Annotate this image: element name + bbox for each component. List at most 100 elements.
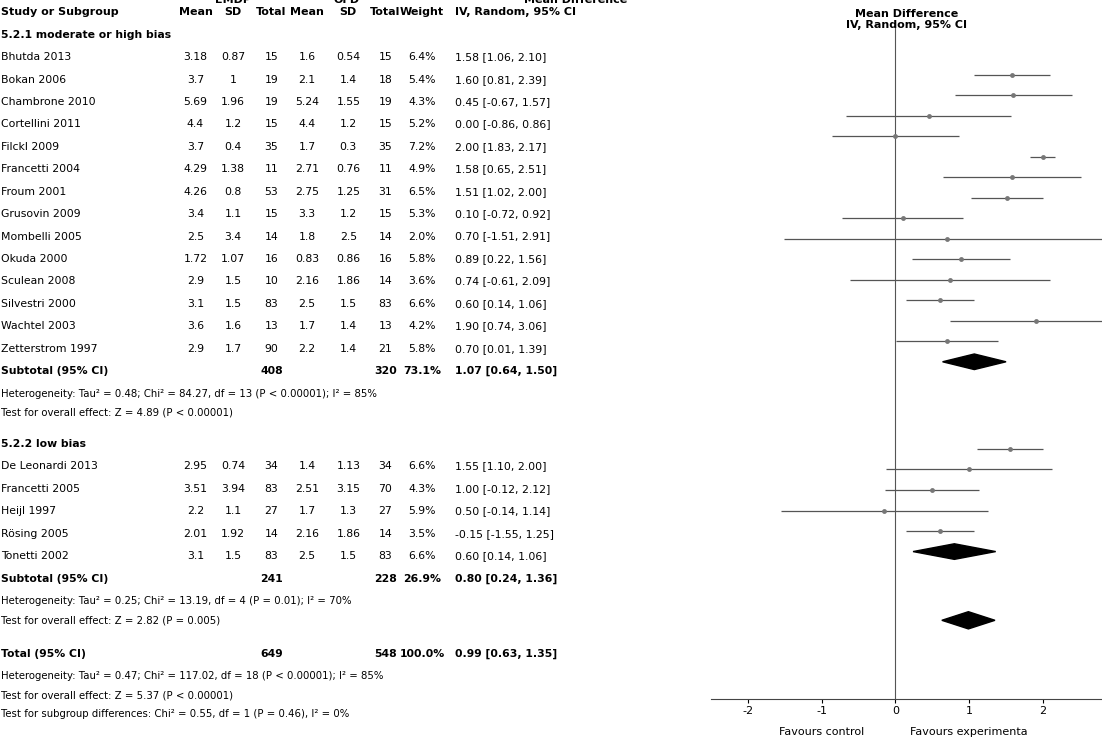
Text: 90: 90: [264, 343, 279, 354]
Text: 2.01: 2.01: [183, 528, 207, 539]
Text: 2.16: 2.16: [295, 277, 320, 286]
Text: SD: SD: [225, 7, 241, 17]
Text: 0.76: 0.76: [336, 164, 360, 175]
Text: Francetti 2005: Francetti 2005: [1, 484, 80, 494]
Text: 3.4: 3.4: [187, 209, 204, 219]
Text: 2.0%: 2.0%: [409, 232, 436, 241]
Text: 18: 18: [378, 75, 392, 84]
Text: 0.80 [0.24, 1.36]: 0.80 [0.24, 1.36]: [455, 574, 558, 584]
Text: 2.00 [1.83, 2.17]: 2.00 [1.83, 2.17]: [455, 142, 547, 152]
Text: 53: 53: [264, 186, 279, 197]
Text: 6.6%: 6.6%: [409, 551, 436, 561]
Text: 5.2.2 low bias: 5.2.2 low bias: [1, 439, 86, 449]
Text: 5.3%: 5.3%: [409, 209, 436, 219]
Text: 4.9%: 4.9%: [409, 164, 436, 175]
Text: SD: SD: [339, 7, 357, 17]
Text: 3.1: 3.1: [187, 299, 204, 309]
Text: 6.6%: 6.6%: [409, 299, 436, 309]
Text: 0.00 [-0.86, 0.86]: 0.00 [-0.86, 0.86]: [455, 119, 551, 130]
Text: 1.58 [0.65, 2.51]: 1.58 [0.65, 2.51]: [455, 164, 547, 175]
Text: 2.9: 2.9: [187, 277, 204, 286]
Text: 5.2.1 moderate or high bias: 5.2.1 moderate or high bias: [1, 30, 172, 40]
Text: Heterogeneity: Tau² = 0.48; Chi² = 84.27, df = 13 (P < 0.00001); I² = 85%: Heterogeneity: Tau² = 0.48; Chi² = 84.27…: [1, 388, 377, 399]
Text: 15: 15: [378, 119, 392, 130]
Text: 83: 83: [264, 551, 279, 561]
Text: 0.4: 0.4: [225, 142, 241, 152]
Text: 19: 19: [264, 75, 279, 84]
Text: 16: 16: [264, 254, 279, 264]
Text: 2.95: 2.95: [183, 462, 207, 471]
Text: OFD: OFD: [334, 0, 360, 4]
Text: 1.2: 1.2: [339, 119, 357, 130]
Text: 1.4: 1.4: [339, 343, 357, 354]
Text: 83: 83: [378, 299, 392, 309]
Text: 1.60 [0.81, 2.39]: 1.60 [0.81, 2.39]: [455, 75, 547, 84]
Text: 0.83: 0.83: [295, 254, 320, 264]
Text: Okuda 2000: Okuda 2000: [1, 254, 68, 264]
Text: Favours control: Favours control: [779, 727, 864, 737]
Text: Mean Difference: Mean Difference: [855, 8, 958, 18]
Text: 2.5: 2.5: [339, 232, 357, 241]
Text: 1.25: 1.25: [336, 186, 360, 197]
Text: 0.8: 0.8: [225, 186, 241, 197]
Text: Test for subgroup differences: Chi² = 0.55, df = 1 (P = 0.46), I² = 0%: Test for subgroup differences: Chi² = 0.…: [1, 709, 349, 719]
Text: 1.5: 1.5: [339, 551, 357, 561]
Text: 3.7: 3.7: [187, 142, 204, 152]
Text: Total (95% CI): Total (95% CI): [1, 649, 86, 659]
Text: 0.10 [-0.72, 0.92]: 0.10 [-0.72, 0.92]: [455, 209, 550, 219]
Text: 0.87: 0.87: [222, 53, 246, 62]
Text: 1.4: 1.4: [299, 462, 315, 471]
Text: 27: 27: [264, 506, 279, 517]
Polygon shape: [942, 354, 1006, 369]
Text: Mean Difference: Mean Difference: [525, 0, 627, 4]
Text: 35: 35: [264, 142, 279, 152]
Text: 4.29: 4.29: [183, 164, 207, 175]
Text: 11: 11: [378, 164, 392, 175]
Text: 15: 15: [264, 53, 279, 62]
Text: IV, Random, 95% CI: IV, Random, 95% CI: [455, 7, 576, 17]
Text: 1.13: 1.13: [336, 462, 360, 471]
Text: 21: 21: [378, 343, 392, 354]
Text: 83: 83: [264, 484, 279, 494]
Text: 1.6: 1.6: [299, 53, 315, 62]
Text: Wachtel 2003: Wachtel 2003: [1, 321, 76, 332]
Text: 14: 14: [378, 277, 392, 286]
Text: 1.5: 1.5: [225, 277, 241, 286]
Text: 3.51: 3.51: [183, 484, 207, 494]
Text: 320: 320: [374, 366, 397, 376]
Text: 14: 14: [378, 528, 392, 539]
Text: 0.54: 0.54: [336, 53, 360, 62]
Text: 548: 548: [374, 649, 397, 659]
Text: 6.6%: 6.6%: [409, 462, 436, 471]
Text: 2.2: 2.2: [187, 506, 204, 517]
Text: 5.24: 5.24: [295, 97, 320, 107]
Text: 1.00 [-0.12, 2.12]: 1.00 [-0.12, 2.12]: [455, 484, 550, 494]
Text: Silvestri 2000: Silvestri 2000: [1, 299, 76, 309]
Text: 0.99 [0.63, 1.35]: 0.99 [0.63, 1.35]: [455, 648, 557, 659]
Text: 14: 14: [378, 232, 392, 241]
Text: 4.3%: 4.3%: [409, 484, 436, 494]
Text: 19: 19: [264, 97, 279, 107]
Text: Heijl 1997: Heijl 1997: [1, 506, 56, 517]
Text: Favours experimenta: Favours experimenta: [910, 727, 1028, 737]
Text: 6.4%: 6.4%: [409, 53, 436, 62]
Text: 1.5: 1.5: [339, 299, 357, 309]
Text: 5.8%: 5.8%: [409, 343, 436, 354]
Text: 1.86: 1.86: [336, 277, 360, 286]
Text: IV, Random, 95% CI: IV, Random, 95% CI: [846, 20, 966, 30]
Text: 1.7: 1.7: [225, 343, 241, 354]
Text: 3.4: 3.4: [225, 232, 241, 241]
Text: 1.90 [0.74, 3.06]: 1.90 [0.74, 3.06]: [455, 321, 547, 332]
Text: Subtotal (95% CI): Subtotal (95% CI): [1, 574, 109, 584]
Text: 35: 35: [378, 142, 392, 152]
Text: 5.69: 5.69: [183, 97, 207, 107]
Text: 73.1%: 73.1%: [403, 366, 441, 376]
Text: 0.60 [0.14, 1.06]: 0.60 [0.14, 1.06]: [455, 551, 547, 561]
Text: 2.5: 2.5: [299, 551, 315, 561]
Text: 83: 83: [264, 299, 279, 309]
Text: Francetti 2004: Francetti 2004: [1, 164, 80, 175]
Text: 11: 11: [264, 164, 279, 175]
Text: 19: 19: [378, 97, 392, 107]
Text: 2.5: 2.5: [299, 299, 315, 309]
Text: 1.07 [0.64, 1.50]: 1.07 [0.64, 1.50]: [455, 366, 557, 376]
